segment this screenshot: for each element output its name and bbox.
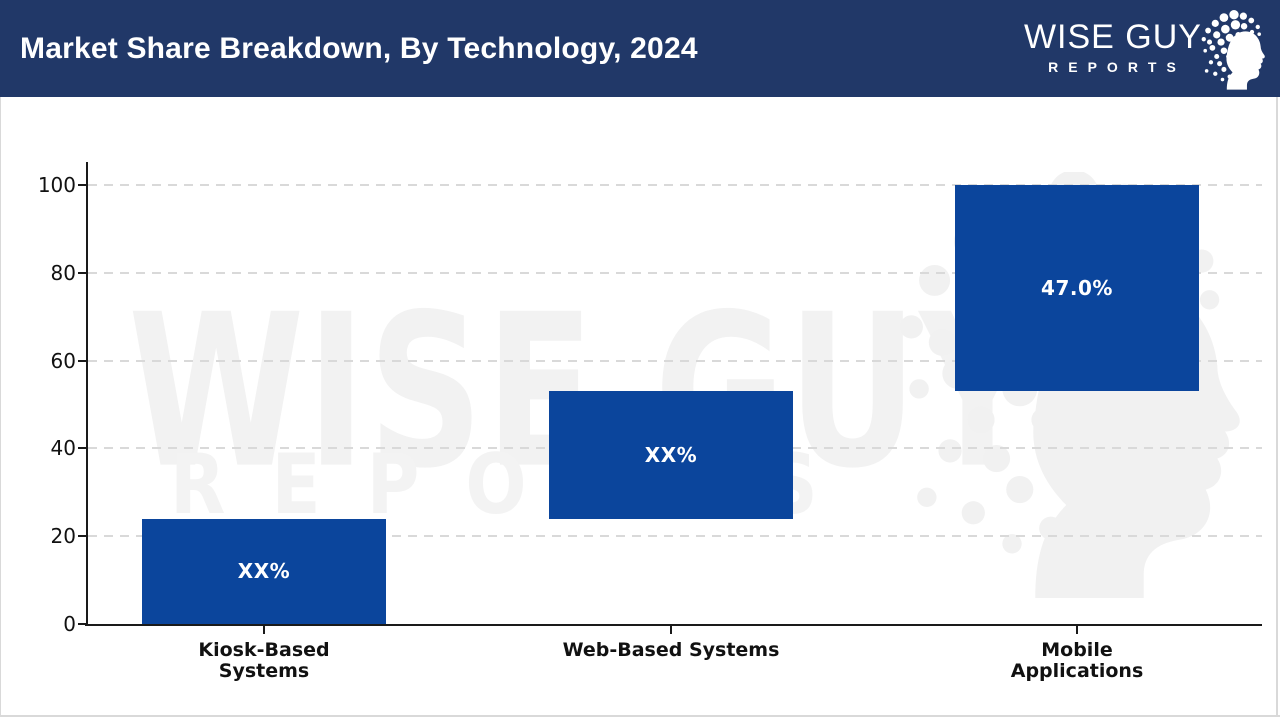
gridline-y-80 (88, 271, 1262, 274)
face-dot (1255, 24, 1260, 30)
face-dot (1006, 476, 1034, 504)
face-dot (1002, 534, 1022, 554)
face-dot (1214, 53, 1220, 59)
x-axis-spine (85, 624, 1262, 626)
face-dot (1219, 13, 1229, 22)
face-dot (938, 439, 962, 463)
bar-segment-2: XX% (549, 391, 793, 519)
gridline-y-20 (88, 535, 1262, 538)
face-dot (1217, 38, 1225, 46)
category-label-2: Web-Based Systems (511, 640, 831, 661)
logo-secondary-text: REPORTS (1048, 59, 1186, 75)
category-label-line: Applications (1010, 660, 1144, 682)
face-dot (1230, 20, 1241, 30)
face-dot (1209, 44, 1216, 51)
ytick-mark-20 (78, 535, 86, 538)
logo-primary-text: WISE GUY (1023, 18, 1202, 56)
bar-value-label-1: XX% (237, 559, 291, 584)
face-dot (1239, 12, 1247, 20)
gridline-y-60 (88, 359, 1262, 362)
category-label-line: Web-Based Systems (562, 639, 780, 661)
face-dot (1221, 24, 1230, 34)
face-dot (909, 379, 929, 399)
face-dot (1204, 69, 1209, 73)
face-dot (967, 406, 995, 434)
face-dot (1211, 19, 1219, 27)
bar-segment-1: XX% (142, 518, 386, 624)
face-dot (1248, 17, 1255, 24)
ytick-label-0: 0 (63, 612, 76, 636)
bar-value-label-3: 47.0% (1041, 276, 1113, 301)
face-profile (1226, 31, 1265, 90)
ytick-mark-80 (78, 271, 86, 274)
frame-line-right (1276, 97, 1278, 717)
logo-text: WISE GUY REPORTS (1024, 18, 1202, 75)
face-dot (917, 487, 937, 507)
face-dot (919, 264, 951, 296)
face-dot (1203, 48, 1207, 53)
header-bar: Market Share Breakdown, By Technology, 2… (0, 0, 1280, 97)
logo-dotted-face-icon (1201, 10, 1265, 90)
xtick-mark-1 (263, 626, 265, 634)
face-dot (1217, 61, 1223, 67)
face-dot (1240, 23, 1248, 30)
face-dot (1205, 27, 1211, 34)
gridline-y-100 (88, 184, 1262, 186)
y-axis-spine (86, 162, 88, 626)
xtick-mark-3 (1076, 626, 1078, 634)
category-label-line: Kiosk-Based (198, 639, 330, 661)
face-dot (928, 328, 956, 356)
category-label-line: Mobile (1041, 639, 1113, 661)
face-dot (1199, 290, 1220, 310)
ytick-label-20: 20 (50, 524, 76, 549)
face-dot (1257, 32, 1261, 36)
ytick-label-40: 40 (50, 436, 76, 461)
bar-segment-3: 47.0% (955, 185, 1199, 392)
ytick-mark-60 (78, 359, 86, 362)
ytick-mark-40 (78, 447, 86, 450)
face-dot (899, 315, 923, 339)
ytick-label-100: 100 (37, 173, 76, 197)
face-dot (1229, 10, 1239, 20)
face-dot (1220, 77, 1225, 82)
face-dot (982, 445, 1011, 473)
face-dot (1201, 37, 1206, 42)
ytick-label-80: 80 (50, 260, 76, 285)
ytick-mark-0 (78, 623, 86, 625)
face-dot (1207, 39, 1213, 45)
category-label-3: Mobile Applications (917, 640, 1237, 682)
frame-line-bottom (0, 715, 1280, 717)
face-dot (1208, 60, 1214, 65)
face-dot (1221, 66, 1227, 72)
ytick-mark-100 (78, 184, 86, 186)
face-dot (1213, 71, 1218, 76)
wise-guy-logo: WISE GUY REPORTS (1022, 4, 1272, 94)
category-label-line: Systems (218, 660, 310, 682)
xtick-mark-2 (670, 626, 672, 634)
page-title: Market Share Breakdown, By Technology, 2… (20, 31, 698, 65)
face-dot (961, 501, 985, 525)
ytick-label-60: 60 (50, 348, 76, 373)
face-dot (1213, 31, 1221, 39)
bar-value-label-2: XX% (644, 442, 698, 467)
category-label-1: Kiosk-Based Systems (104, 640, 424, 682)
face-dot (1220, 47, 1228, 54)
frame-line-left (0, 97, 1, 717)
